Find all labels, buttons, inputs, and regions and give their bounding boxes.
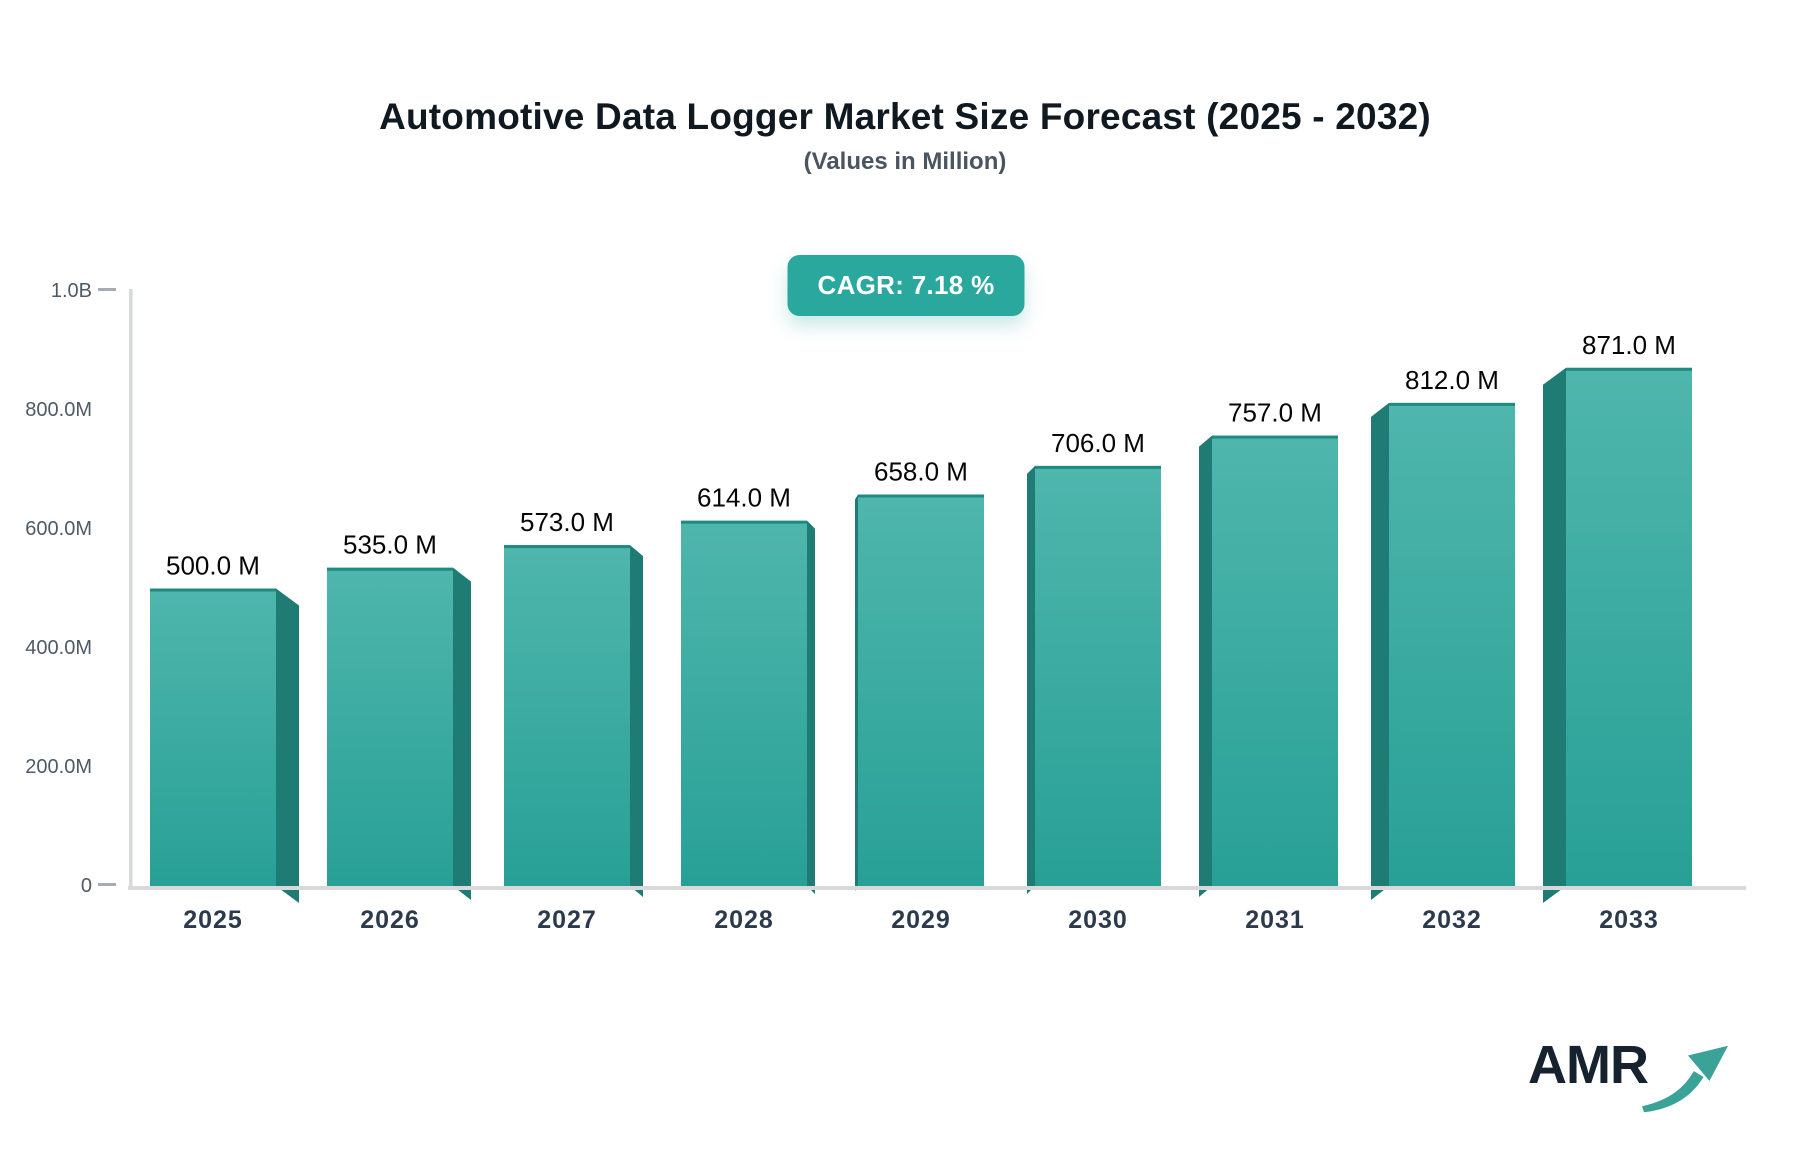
bar-2030: 706.0 M 2030 [1027, 428, 1161, 934]
bar-side-face [1199, 435, 1212, 897]
chart-subtitle: (Values in Million) [803, 148, 1007, 175]
bar-front-face [1212, 435, 1338, 886]
y-tick-label: 200.0M [25, 756, 92, 778]
bar-front-face [681, 520, 807, 886]
x-axis-label: 2028 [714, 906, 774, 934]
bar-side-face [453, 567, 471, 900]
y-tick-label: 1.0B [51, 280, 92, 302]
bar-side-face [1543, 367, 1566, 903]
x-axis-label: 2032 [1422, 906, 1482, 934]
chart-title: Automotive Data Logger Market Size Forec… [379, 96, 1431, 137]
x-axis-label: 2031 [1245, 906, 1305, 934]
bar-front-face [858, 494, 984, 886]
bar-top-edge [1035, 465, 1161, 469]
x-axis-label: 2026 [360, 906, 420, 934]
bar-2033: 871.0 M 2033 [1543, 330, 1692, 934]
y-tick-label: 800.0M [25, 399, 92, 421]
x-axis-label: 2027 [537, 906, 597, 934]
bar-value-label: 706.0 M [1051, 428, 1145, 458]
bar-side-face [807, 520, 815, 894]
bar-top-edge [858, 494, 984, 498]
bar-top-edge [150, 588, 276, 592]
y-axis-line [129, 289, 133, 890]
bar-top-edge [504, 545, 630, 549]
bar-value-label: 658.0 M [874, 457, 968, 487]
x-axis-label: 2030 [1068, 906, 1128, 934]
amr-logo: AMR [1528, 1038, 1730, 1121]
y-tick-dash [98, 883, 116, 886]
y-tick-label: 400.0M [25, 637, 92, 659]
bar-value-label: 573.0 M [520, 507, 614, 537]
bar-value-label: 500.0 M [166, 551, 260, 581]
bar-front-face [1566, 367, 1692, 886]
bar-side-face [1371, 402, 1389, 900]
amr-logo-text: AMR [1528, 1035, 1649, 1095]
y-tick-label: 0 [81, 875, 92, 897]
bar-2025: 500.0 M 2025 [150, 551, 299, 934]
bar-side-face [1027, 465, 1035, 894]
bar-2031: 757.0 M 2031 [1199, 398, 1338, 934]
bar-top-edge [327, 567, 453, 571]
bar-value-label: 614.0 M [697, 483, 791, 513]
y-tick-dash [98, 288, 116, 291]
bar-value-label: 871.0 M [1582, 330, 1676, 360]
bar-2026: 535.0 M 2026 [327, 530, 471, 934]
cagr-badge: CAGR: 7.18 % [787, 255, 1025, 316]
bar-2029: 658.0 M 2029 [855, 457, 984, 934]
bar-front-face [327, 567, 453, 886]
x-axis-line [128, 886, 1746, 890]
x-axis-label: 2025 [183, 906, 243, 934]
bar-front-face [150, 588, 276, 886]
bar-front-face [1035, 465, 1161, 886]
bar-value-label: 757.0 M [1228, 398, 1322, 428]
bar-side-face [276, 588, 299, 903]
bar-top-edge [1212, 435, 1338, 439]
bar-value-label: 812.0 M [1405, 365, 1499, 395]
bar-front-face [504, 545, 630, 886]
bar-value-label: 535.0 M [343, 530, 437, 560]
x-axis-label: 2033 [1599, 906, 1659, 934]
bar-top-edge [1389, 402, 1515, 406]
bar-front-face [1389, 402, 1515, 886]
bar-2028: 614.0 M 2028 [681, 483, 815, 934]
bar-top-edge [1566, 367, 1692, 371]
bar-2032: 812.0 M 2032 [1371, 365, 1515, 934]
bar-2027: 573.0 M 2027 [504, 507, 643, 934]
bar-side-face [630, 545, 643, 897]
x-axis-label: 2029 [891, 906, 951, 934]
bar-chart: 0 200.0M 400.0M 600.0M 800.0M 1.0B 500.0 M 2025… [25, 280, 1746, 934]
bar-top-edge [681, 520, 807, 524]
bar-side-face [855, 494, 858, 891]
y-tick-label: 600.0M [25, 518, 92, 540]
trend-up-arrow-icon [1641, 1040, 1730, 1121]
